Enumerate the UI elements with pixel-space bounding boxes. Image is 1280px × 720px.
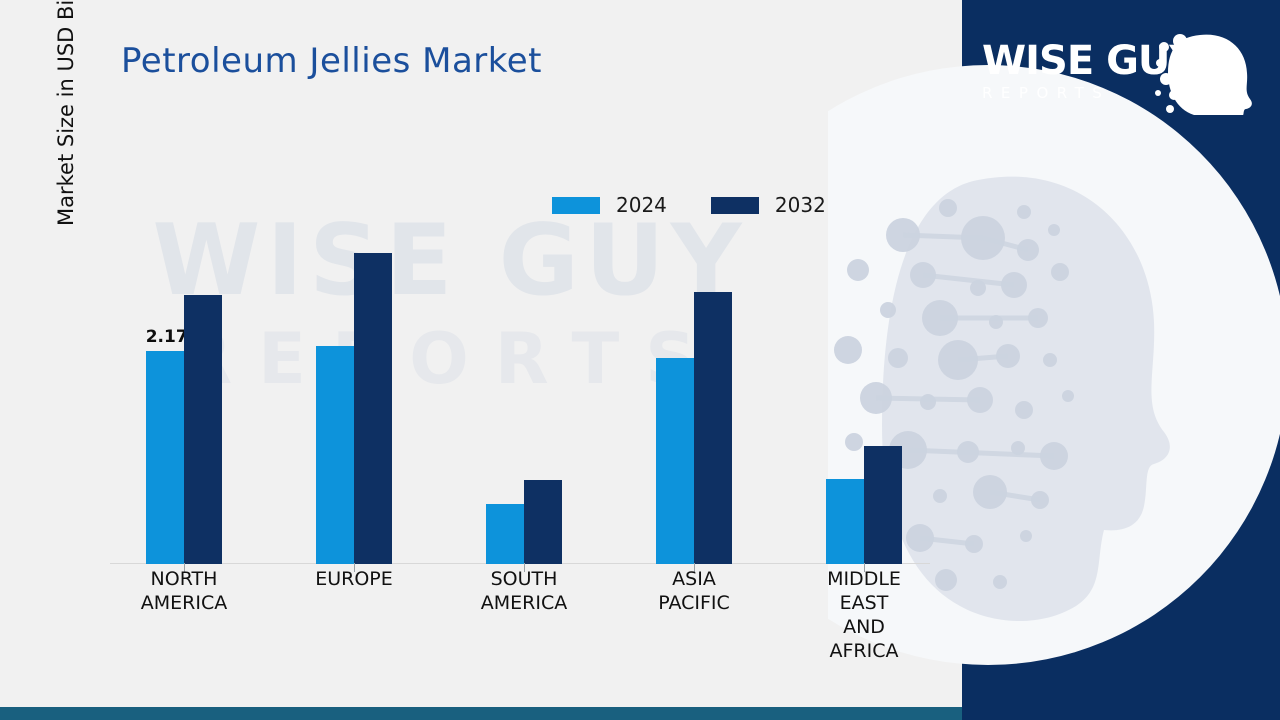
x-axis-tick [864,563,865,572]
bar-2024-north-america[interactable]: 2.17 [146,327,188,564]
bar-2032-north-america[interactable] [184,295,222,564]
x-axis-tick [184,563,185,572]
bar-value-label: 2.17 [145,327,188,347]
legend-swatch-2032 [710,196,759,214]
logo-secondary-text: REPORTS [982,84,1111,102]
bar-2024-south-america[interactable] [486,504,524,564]
x-axis-tick [694,563,695,572]
bar-2032-asia-pacific[interactable] [694,292,732,564]
x-axis-category-label: MIDDLE EAST AND AFRICA [827,568,901,662]
bar-2024-asia-pacific[interactable] [656,358,694,564]
logo-text: WISE GUY REPORTS [982,38,1198,103]
legend-item-2024[interactable]: 2024 [552,193,667,217]
bar-2032-south-america[interactable] [524,480,562,564]
legend-label-2032: 2032 [774,193,826,217]
bar-group: 2.17 [146,230,222,564]
bar-group [486,230,562,564]
x-axis-tick [354,563,355,572]
plot-area: 2.17 [110,230,930,564]
chart-legend: 2024 2032 [552,193,826,217]
bar-2024-europe[interactable] [316,346,354,564]
bar-group [316,230,392,564]
x-axis-category-label: NORTH AMERICA [140,568,228,614]
logo-primary-text: WISE GUY [982,38,1198,84]
brand-logo: WISE GUY REPORTS [982,33,1262,116]
bar-2024-middle-east-and-africa[interactable] [826,479,864,564]
bottom-accent-strip [0,707,962,720]
bar-group [656,230,732,564]
x-axis-category-label: EUROPE [315,568,393,590]
legend-label-2024: 2024 [616,193,667,217]
bar-2032-middle-east-and-africa[interactable] [864,446,902,564]
x-axis-category-label: ASIA PACIFIC [658,568,730,614]
bar-group [826,230,902,564]
y-axis-label: Market Size in USD Billion [48,0,78,226]
legend-item-2032[interactable]: 2032 [710,193,826,217]
bar-2032-europe[interactable] [354,253,392,564]
x-axis-tick [524,563,525,572]
head-profile-network-icon [1154,33,1258,119]
legend-swatch-2024 [552,196,600,214]
y-axis-label-text: Market Size in USD Billion [54,0,78,226]
x-axis-category-label: SOUTH AMERICA [480,568,568,614]
page-title: Petroleum Jellies Market [121,41,543,81]
